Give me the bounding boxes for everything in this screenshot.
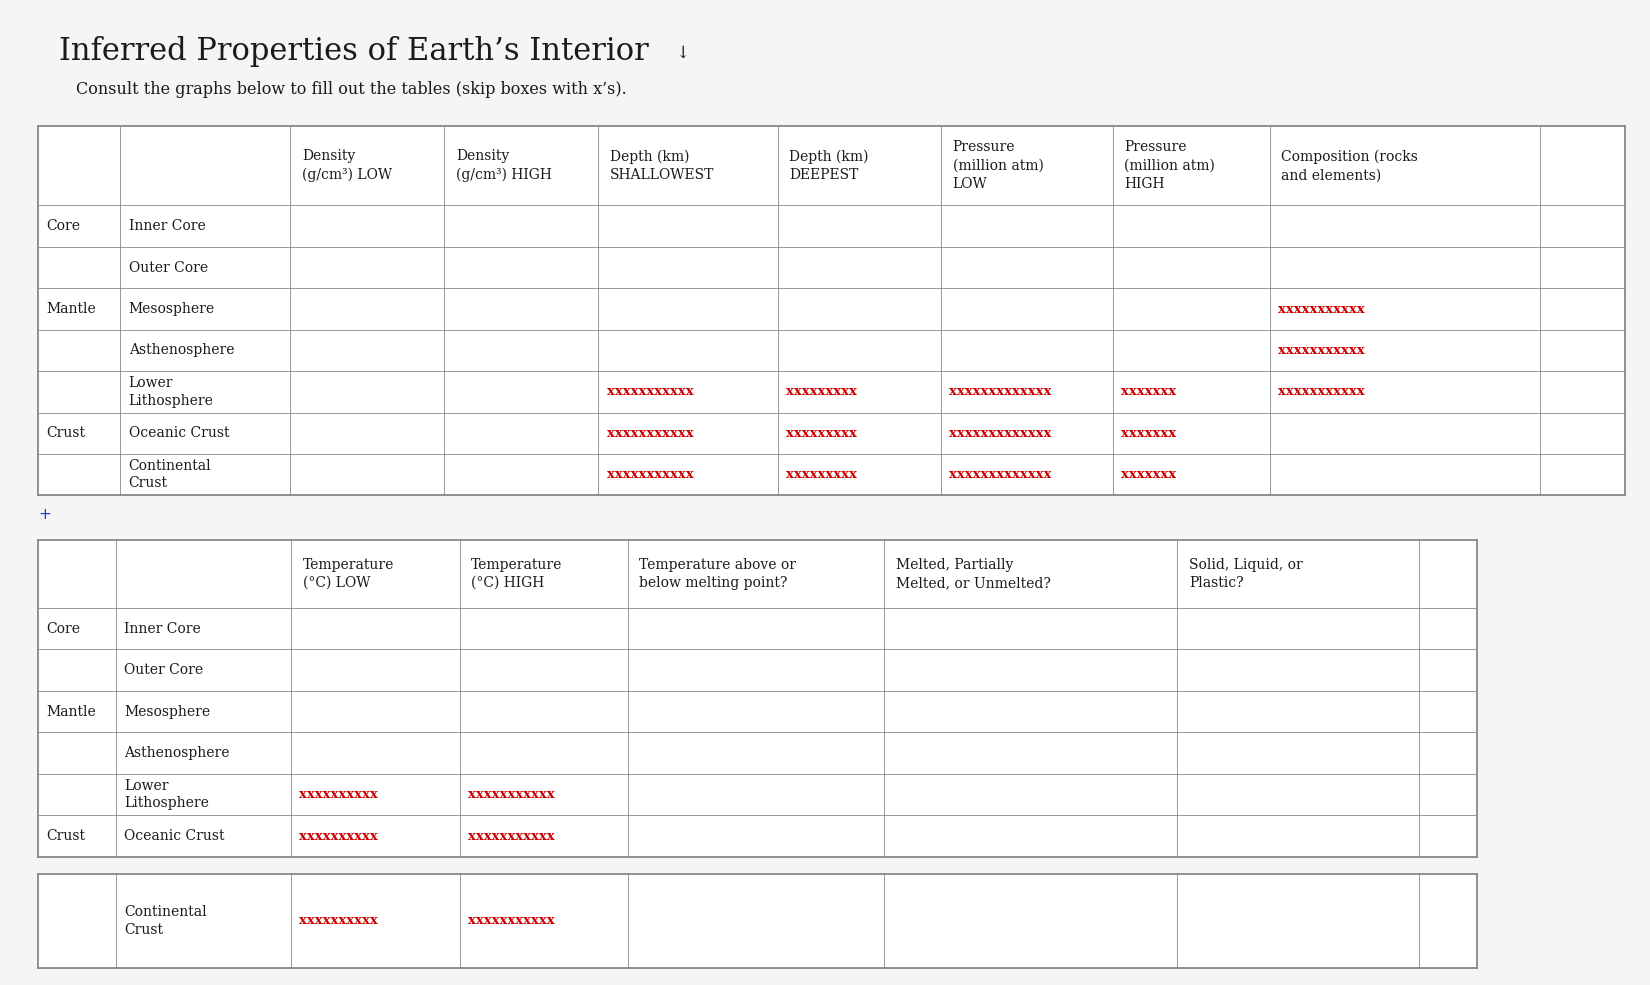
Text: Continental
Crust: Continental Crust (124, 905, 206, 937)
Text: +: + (38, 506, 51, 522)
Text: Lower
Lithosphere: Lower Lithosphere (129, 376, 213, 408)
Text: Asthenosphere: Asthenosphere (129, 344, 234, 358)
Text: Temperature above or
below melting point?: Temperature above or below melting point… (640, 558, 797, 590)
Text: xxxxxxxxxxx: xxxxxxxxxxx (1279, 302, 1365, 315)
Text: Pressure
(million atm)
HIGH: Pressure (million atm) HIGH (1124, 141, 1214, 191)
Text: Outer Core: Outer Core (129, 261, 208, 275)
Text: Composition (rocks
and elements): Composition (rocks and elements) (1282, 150, 1417, 182)
Text: xxxxxxxxxxxxx: xxxxxxxxxxxxx (949, 385, 1051, 398)
Text: xxxxxxxxxx: xxxxxxxxxx (299, 914, 378, 928)
Text: Mesosphere: Mesosphere (124, 704, 210, 719)
Text: Outer Core: Outer Core (124, 663, 203, 678)
Text: Oceanic Crust: Oceanic Crust (129, 427, 229, 440)
Text: Crust: Crust (46, 427, 86, 440)
Text: xxxxxxx: xxxxxxx (1120, 385, 1176, 398)
Text: xxxxxxxxxxxxx: xxxxxxxxxxxxx (949, 427, 1051, 440)
Text: xxxxxxxxxxx: xxxxxxxxxxx (467, 788, 554, 801)
Text: Core: Core (46, 622, 81, 635)
Text: xxxxxxxxx: xxxxxxxxx (785, 385, 856, 398)
Text: Pressure
(million atm)
LOW: Pressure (million atm) LOW (952, 141, 1043, 191)
Text: xxxxxxxxxxxxx: xxxxxxxxxxxxx (949, 468, 1051, 482)
Text: Temperature
(°C) HIGH: Temperature (°C) HIGH (470, 558, 563, 590)
Text: ↓: ↓ (670, 44, 690, 61)
Text: Crust: Crust (46, 829, 86, 843)
Bar (38, 874, 1477, 968)
Bar (38, 126, 1625, 495)
Text: Asthenosphere: Asthenosphere (124, 747, 229, 760)
Text: Inner Core: Inner Core (124, 622, 201, 635)
Text: Lower
Lithosphere: Lower Lithosphere (124, 779, 210, 811)
Text: xxxxxxxxxxx: xxxxxxxxxxx (607, 385, 693, 398)
Text: Mantle: Mantle (46, 704, 96, 719)
Text: Oceanic Crust: Oceanic Crust (124, 829, 224, 843)
Text: Consult the graphs below to fill out the tables (skip boxes with x’s).: Consult the graphs below to fill out the… (76, 81, 627, 98)
Text: Depth (km)
SHALLOWEST: Depth (km) SHALLOWEST (610, 150, 714, 182)
Text: Inner Core: Inner Core (129, 220, 206, 233)
Text: Inferred Properties of Earth’s Interior: Inferred Properties of Earth’s Interior (59, 36, 648, 67)
Text: Solid, Liquid, or
Plastic?: Solid, Liquid, or Plastic? (1190, 558, 1304, 590)
Text: xxxxxxxxx: xxxxxxxxx (785, 468, 856, 482)
Text: Depth (km)
DEEPEST: Depth (km) DEEPEST (789, 150, 868, 182)
Text: Mantle: Mantle (46, 302, 96, 316)
Text: xxxxxxxxxxx: xxxxxxxxxxx (467, 829, 554, 843)
Text: Mesosphere: Mesosphere (129, 302, 214, 316)
Text: xxxxxxxxxxx: xxxxxxxxxxx (1279, 344, 1365, 357)
Text: xxxxxxx: xxxxxxx (1120, 427, 1176, 440)
Text: Density
(g/cm³) LOW: Density (g/cm³) LOW (302, 150, 393, 182)
Text: xxxxxxxxxxx: xxxxxxxxxxx (467, 914, 554, 928)
Text: Density
(g/cm³) HIGH: Density (g/cm³) HIGH (455, 150, 551, 182)
Text: xxxxxxxxxx: xxxxxxxxxx (299, 788, 378, 801)
Text: xxxxxxx: xxxxxxx (1120, 468, 1176, 482)
Text: xxxxxxxxxx: xxxxxxxxxx (299, 829, 378, 843)
Text: xxxxxxxxx: xxxxxxxxx (785, 427, 856, 440)
Text: xxxxxxxxxxx: xxxxxxxxxxx (607, 468, 693, 482)
Text: Melted, Partially
Melted, or Unmelted?: Melted, Partially Melted, or Unmelted? (896, 558, 1051, 590)
Text: xxxxxxxxxxx: xxxxxxxxxxx (1279, 385, 1365, 398)
Bar (38, 540, 1477, 857)
Text: Continental
Crust: Continental Crust (129, 459, 211, 491)
Text: Temperature
(°C) LOW: Temperature (°C) LOW (302, 558, 394, 590)
Text: Core: Core (46, 220, 81, 233)
Text: xxxxxxxxxxx: xxxxxxxxxxx (607, 427, 693, 440)
